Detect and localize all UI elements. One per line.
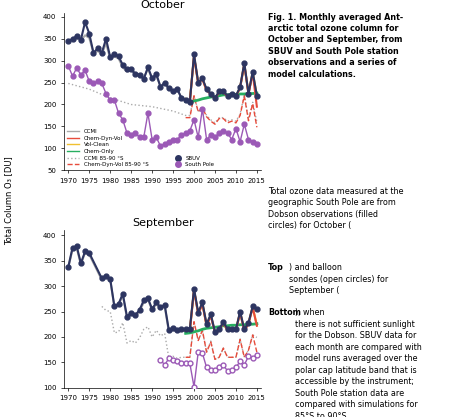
Text: Fig. 1. Monthly averaged Ant-
arctic total ozone column for
October and Septembe: Fig. 1. Monthly averaged Ant- arctic tot… bbox=[268, 13, 403, 79]
Legend: SBUV, South Pole: SBUV, South Pole bbox=[175, 156, 214, 167]
Text: Top: Top bbox=[268, 264, 284, 272]
Title: October: October bbox=[140, 0, 185, 10]
Text: ), when
there is not sufficient sunlight
for the Dobson. SBUV data for
each mont: ), when there is not sufficient sunlight… bbox=[295, 309, 421, 417]
Title: September: September bbox=[132, 218, 193, 228]
Text: Total Column O₃ [DU]: Total Column O₃ [DU] bbox=[5, 156, 14, 244]
Text: ) and balloon
sondes (open circles) for
September (: ) and balloon sondes (open circles) for … bbox=[289, 264, 388, 295]
Text: Total ozone data measured at the
geographic South Pole are from
Dobson observati: Total ozone data measured at the geograp… bbox=[268, 187, 403, 230]
Text: Bottom: Bottom bbox=[268, 309, 301, 317]
